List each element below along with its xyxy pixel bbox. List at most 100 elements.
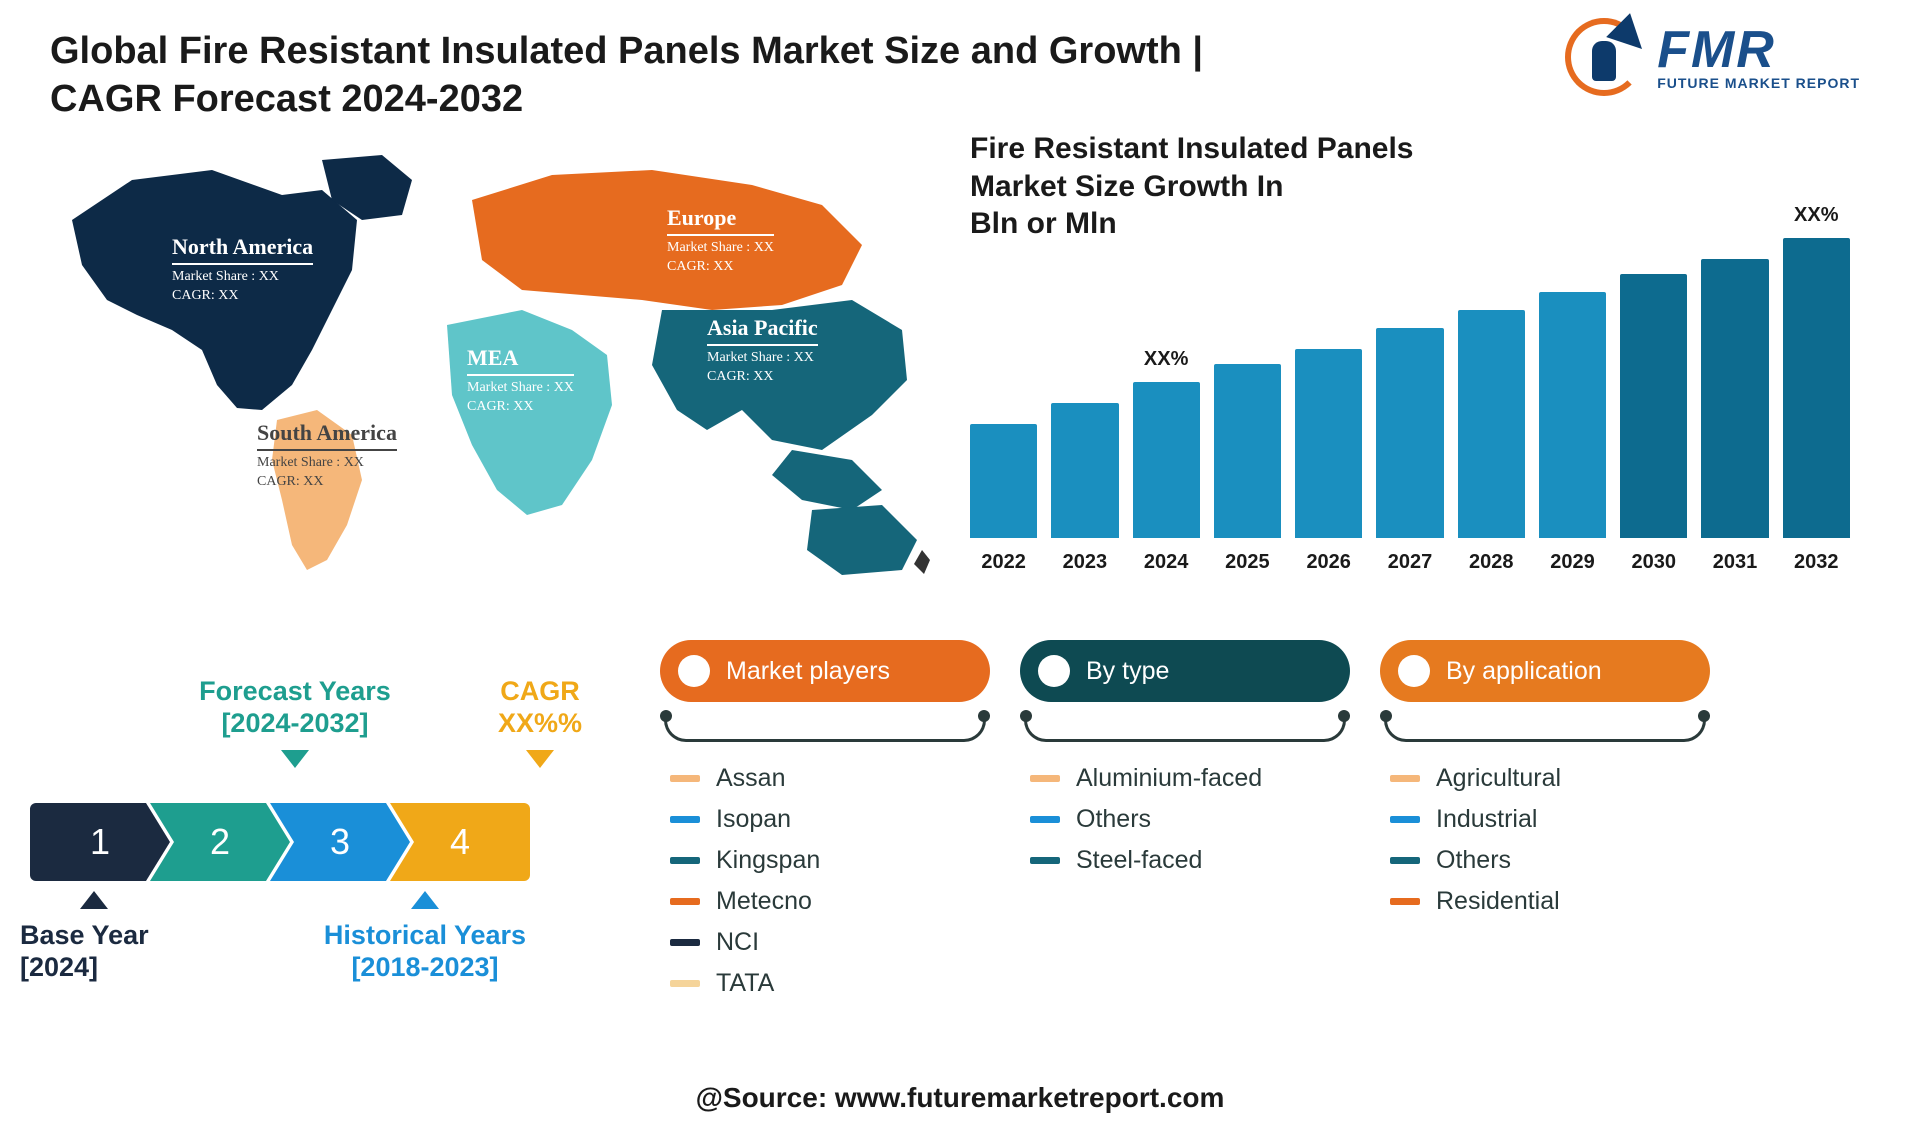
list-item: TATA — [670, 969, 990, 998]
timeline-step: 4 — [390, 803, 530, 881]
source-text: @Source: www.futuremarketreport.com — [696, 1082, 1225, 1114]
chart-year-label: 2025 — [1225, 551, 1270, 574]
application-list: Agricultural Industrial Others Residential — [1380, 764, 1710, 916]
chart-year-label: 2023 — [1063, 551, 1108, 574]
dash-icon — [1390, 816, 1420, 823]
list-item: Steel-faced — [1030, 846, 1350, 875]
list-item-label: Others — [1076, 805, 1151, 834]
chart-bar: 2029 — [1539, 292, 1606, 538]
chart-bar: 2028 — [1458, 310, 1525, 538]
growth-chart: Fire Resistant Insulated Panels Market S… — [970, 130, 1850, 580]
logo-icon — [1565, 18, 1643, 96]
bracket-icon — [664, 714, 986, 742]
pill-dot-icon — [1038, 655, 1070, 687]
bracket-icon — [1384, 714, 1706, 742]
type-list: Aluminium-faced Others Steel-faced — [1020, 764, 1350, 875]
label-sa: South America Market Share : XX CAGR: XX — [257, 420, 397, 492]
timeline-step: 3 — [270, 803, 410, 881]
by-application-pill: By application — [1380, 640, 1710, 702]
label-ap: Asia Pacific Market Share : XX CAGR: XX — [707, 315, 818, 387]
list-item-label: Steel-faced — [1076, 846, 1202, 875]
list-item-label: Metecno — [716, 887, 812, 916]
market-players-section: Market players Assan Isopan Kingspan Metecn… — [660, 640, 990, 1010]
list-item: Aluminium-faced — [1030, 764, 1350, 793]
players-list: Assan Isopan Kingspan Metecno NCI TATA — [660, 764, 990, 998]
label-mea: MEA Market Share : XX CAGR: XX — [467, 345, 574, 417]
timeline-bar: 1234 — [30, 803, 530, 881]
chart-bar: 2031 — [1701, 259, 1768, 538]
list-item: Kingspan — [670, 846, 990, 875]
list-item: Isopan — [670, 805, 990, 834]
timeline: Forecast Years[2024-2032] CAGRXX%% 1234 … — [30, 675, 620, 1015]
label-eu: Europe Market Share : XX CAGR: XX — [667, 205, 774, 277]
label-na: North America Market Share : XX CAGR: XX — [172, 234, 313, 306]
chart-bar: 2032XX% — [1783, 238, 1850, 538]
pill-dot-icon — [1398, 655, 1430, 687]
chart-year-label: 2029 — [1550, 551, 1595, 574]
list-item-label: Agricultural — [1436, 764, 1561, 793]
by-application-section: By application Agricultural Industrial Oth… — [1380, 640, 1710, 928]
fmr-logo: FMR FUTURE MARKET REPORT — [1565, 18, 1860, 96]
logo-text-main: FMR — [1657, 24, 1860, 76]
list-item-label: Assan — [716, 764, 785, 793]
dash-icon — [1030, 857, 1060, 864]
tl-hist-label: Historical Years[2018-2023] — [310, 891, 540, 984]
dash-icon — [670, 857, 700, 864]
market-players-pill: Market players — [660, 640, 990, 702]
chart-year-label: 2031 — [1713, 551, 1758, 574]
chart-year-label: 2026 — [1306, 551, 1351, 574]
page-title: Global Fire Resistant Insulated Panels M… — [50, 28, 1250, 123]
list-item: Residential — [1390, 887, 1710, 916]
list-item: Metecno — [670, 887, 990, 916]
logo-text-sub: FUTURE MARKET REPORT — [1657, 76, 1860, 90]
list-item: Others — [1030, 805, 1350, 834]
chart-bar: 2024XX% — [1133, 382, 1200, 538]
chart-bar: 2022 — [970, 424, 1037, 538]
by-type-section: By type Aluminium-faced Others Steel-faced — [1020, 640, 1350, 887]
chart-title: Fire Resistant Insulated Panels Market S… — [970, 130, 1490, 243]
chart-year-label: 2030 — [1632, 551, 1677, 574]
list-item: Industrial — [1390, 805, 1710, 834]
pill-dot-icon — [678, 655, 710, 687]
chart-bar: 2030 — [1620, 274, 1687, 538]
region-ap-nz — [914, 550, 930, 574]
dash-icon — [1030, 775, 1060, 782]
region-ap-aus — [807, 505, 917, 575]
by-type-pill: By type — [1020, 640, 1350, 702]
list-item-label: Others — [1436, 846, 1511, 875]
chart-bar: 2025 — [1214, 364, 1281, 538]
dash-icon — [670, 980, 700, 987]
tl-cagr-label: CAGRXX%% — [480, 675, 600, 768]
dash-icon — [670, 898, 700, 905]
region-ap-sea — [772, 450, 882, 510]
dash-icon — [1390, 857, 1420, 864]
list-item-label: Residential — [1436, 887, 1560, 916]
list-item-label: Isopan — [716, 805, 791, 834]
list-item-label: TATA — [716, 969, 774, 998]
dash-icon — [1390, 775, 1420, 782]
list-item: NCI — [670, 928, 990, 957]
list-item-label: Kingspan — [716, 846, 820, 875]
dash-icon — [670, 816, 700, 823]
dash-icon — [1030, 816, 1060, 823]
timeline-step: 2 — [150, 803, 290, 881]
bracket-icon — [1024, 714, 1346, 742]
list-item-label: NCI — [716, 928, 759, 957]
chart-bar: 2026 — [1295, 349, 1362, 538]
dash-icon — [670, 939, 700, 946]
chart-year-label: 2024 — [1144, 551, 1189, 574]
list-item: Agricultural — [1390, 764, 1710, 793]
list-item-label: Aluminium-faced — [1076, 764, 1262, 793]
chart-year-label: 2027 — [1388, 551, 1433, 574]
chart-bar: 2027 — [1376, 328, 1443, 538]
chart-bar: 2023 — [1051, 403, 1118, 538]
dash-icon — [670, 775, 700, 782]
timeline-step: 1 — [30, 803, 170, 881]
list-item: Assan — [670, 764, 990, 793]
chart-annotation: XX% — [1794, 204, 1838, 227]
world-map: North America Market Share : XX CAGR: XX… — [52, 150, 932, 580]
chart-year-label: 2028 — [1469, 551, 1514, 574]
list-item-label: Industrial — [1436, 805, 1537, 834]
tl-forecast-label: Forecast Years[2024-2032] — [195, 675, 395, 768]
tl-base-label: Base Year[2024] — [20, 891, 190, 984]
